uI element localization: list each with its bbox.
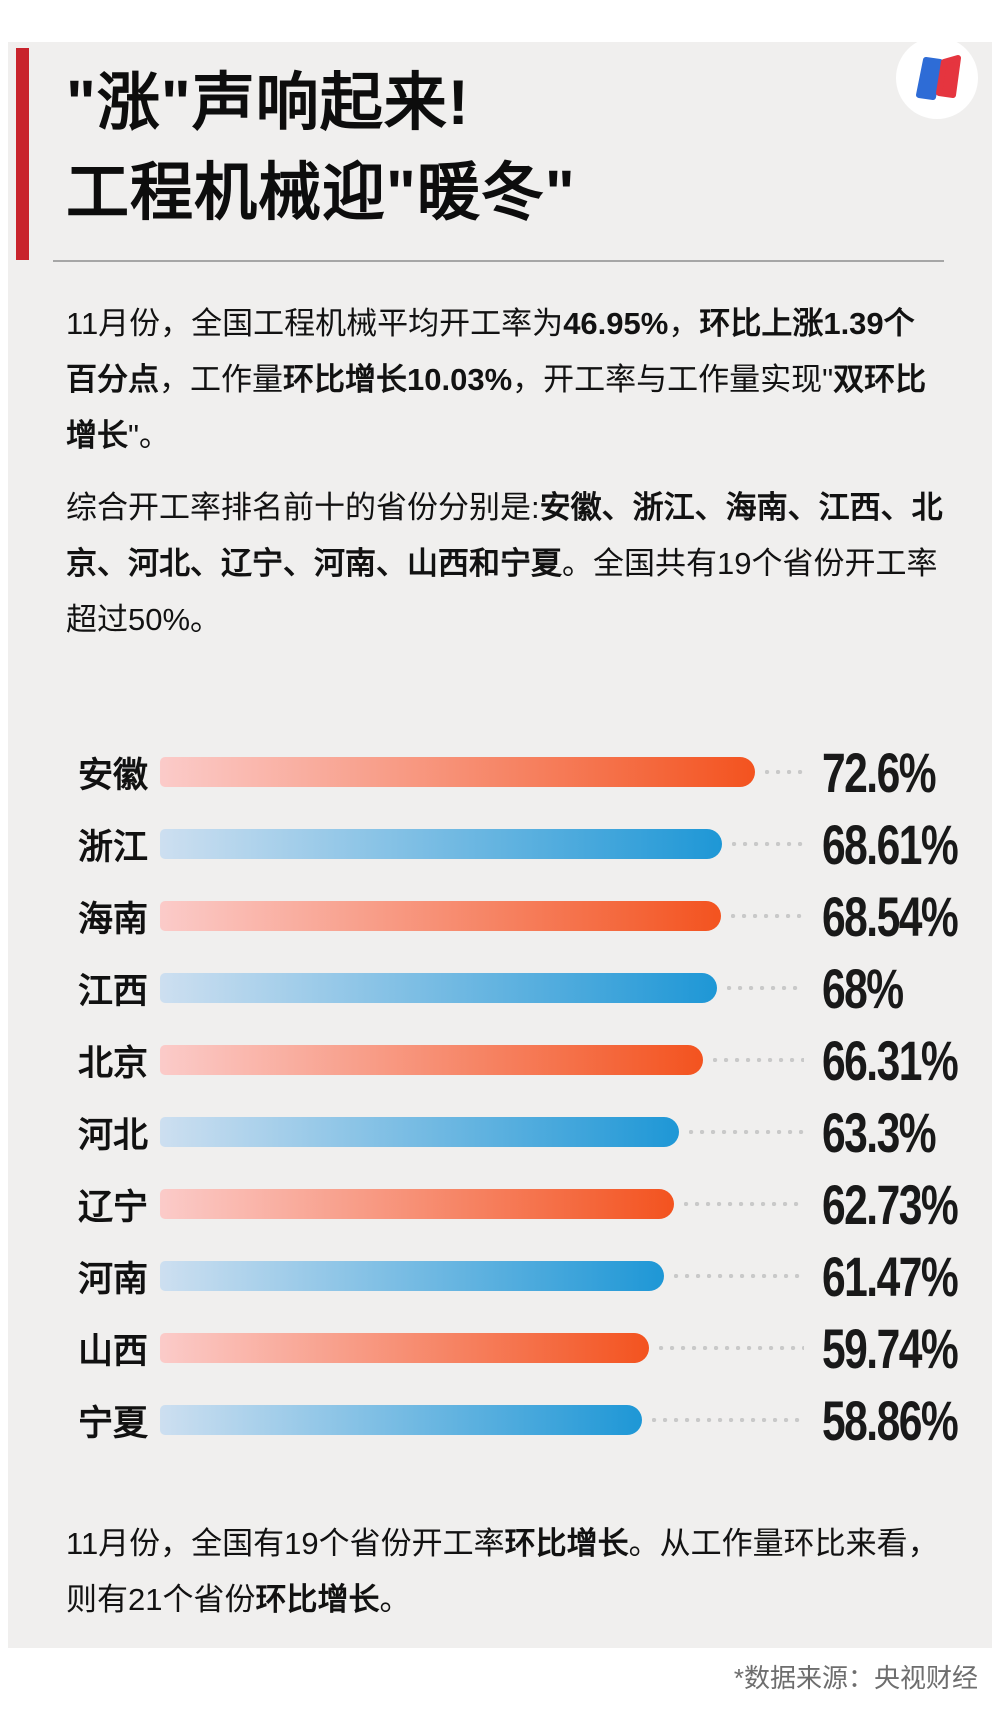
bar-value: 59.74% [822, 1316, 959, 1380]
bar-row: 安徽 72.6% [66, 736, 944, 808]
bar-leader-dots [732, 842, 804, 846]
bar [160, 1117, 679, 1147]
bar-label: 山西 [78, 1331, 149, 1371]
header: "涨"声响起来! 工程机械迎"暖冬" [66, 37, 978, 238]
bar-label: 安徽 [78, 755, 149, 795]
bar-row: 浙江 68.61% [66, 808, 959, 880]
bar-label: 海南 [78, 899, 149, 939]
bar-row: 河南 61.47% [66, 1240, 959, 1312]
bar-leader-dots [659, 1346, 804, 1350]
bar-label: 河北 [78, 1115, 149, 1155]
bar-label: 北京 [78, 1043, 149, 1083]
bar-leader-dots [713, 1058, 804, 1062]
bar-area [160, 1045, 810, 1075]
page-title-line2: 工程机械迎"暖冬" [66, 158, 576, 228]
bar-leader-dots [688, 1130, 804, 1134]
logo-red-stroke-outline [936, 55, 961, 98]
bar-label: 辽宁 [78, 1187, 149, 1227]
bar-value: 62.73% [822, 1172, 959, 1236]
bar-area [160, 901, 810, 931]
bar-area [160, 757, 810, 787]
bar [160, 901, 722, 931]
bar-value: 58.86% [822, 1388, 959, 1452]
bar [160, 1261, 664, 1291]
paragraph-opening-rates: 11月份，全国工程机械平均开工率为46.95%，环比上涨1.39个百分点，工作量… [66, 306, 927, 453]
bar [160, 1189, 674, 1219]
title-divider [53, 260, 944, 262]
title-accent-bar [16, 48, 29, 260]
bar [160, 757, 755, 787]
bar [160, 973, 718, 1003]
bar-label: 河南 [78, 1259, 149, 1299]
bar-area [160, 829, 810, 859]
bar-leader-dots [764, 770, 804, 774]
bar-row: 江西 68% [66, 952, 944, 1024]
bar-row: 辽宁 62.73% [66, 1168, 959, 1240]
bar-leader-dots [683, 1202, 804, 1206]
bar-leader-dots [652, 1418, 804, 1422]
bar-area [160, 1333, 810, 1363]
bar-area [160, 1405, 810, 1435]
bar-value: 72.6% [822, 740, 937, 804]
page-title-line1: "涨"声响起来! [66, 68, 470, 138]
bar-value: 68.61% [822, 812, 959, 876]
infographic-card: "涨"声响起来! 工程机械迎"暖冬" 11月份，全国工程机械平均开工率为46.9… [8, 37, 992, 1648]
bar-leader-dots [673, 1274, 804, 1278]
bar-area [160, 1189, 810, 1219]
bar-area [160, 1117, 810, 1147]
bar-row: 宁夏 58.86% [66, 1384, 959, 1456]
bar-value: 68% [822, 956, 904, 1020]
bar [160, 1045, 704, 1075]
bar-value: 68.54% [822, 884, 959, 948]
bar-chart: 安徽 72.6% 浙江 68.61% 海南 68.54% 江西 68% 北京 [66, 736, 959, 1456]
data-source-note: *数据来源：央视财经 [733, 1663, 978, 1693]
bar [160, 829, 723, 859]
bar-row: 北京 66.31% [66, 1024, 959, 1096]
bar-label: 江西 [78, 971, 149, 1011]
bar-row: 山西 59.74% [66, 1312, 959, 1384]
bar-row: 海南 68.54% [66, 880, 959, 952]
bar-leader-dots [731, 914, 804, 918]
paragraph-top-provinces: 综合开工率排名前十的省份分别是:安徽、浙江、海南、江西、北京、河北、辽宁、河南、… [66, 490, 943, 637]
bar-label: 浙江 [78, 827, 149, 867]
logo-blue-stroke-outline [916, 57, 943, 100]
bar-value: 61.47% [822, 1244, 959, 1308]
nbd-logo-icon [896, 37, 978, 119]
bar-area [160, 1261, 810, 1291]
bar-label: 宁夏 [78, 1403, 149, 1443]
bar-area [160, 973, 810, 1003]
bar-leader-dots [727, 986, 804, 990]
bar-row: 河北 63.3% [66, 1096, 944, 1168]
bar-value: 63.3% [822, 1100, 937, 1164]
bar [160, 1405, 643, 1435]
bar-value: 66.31% [822, 1028, 959, 1092]
bar [160, 1333, 650, 1363]
paragraph-mom-growth: 11月份，全国有19个省份开工率环比增长。从工作量环比来看，则有21个省份环比增… [66, 1526, 939, 1617]
